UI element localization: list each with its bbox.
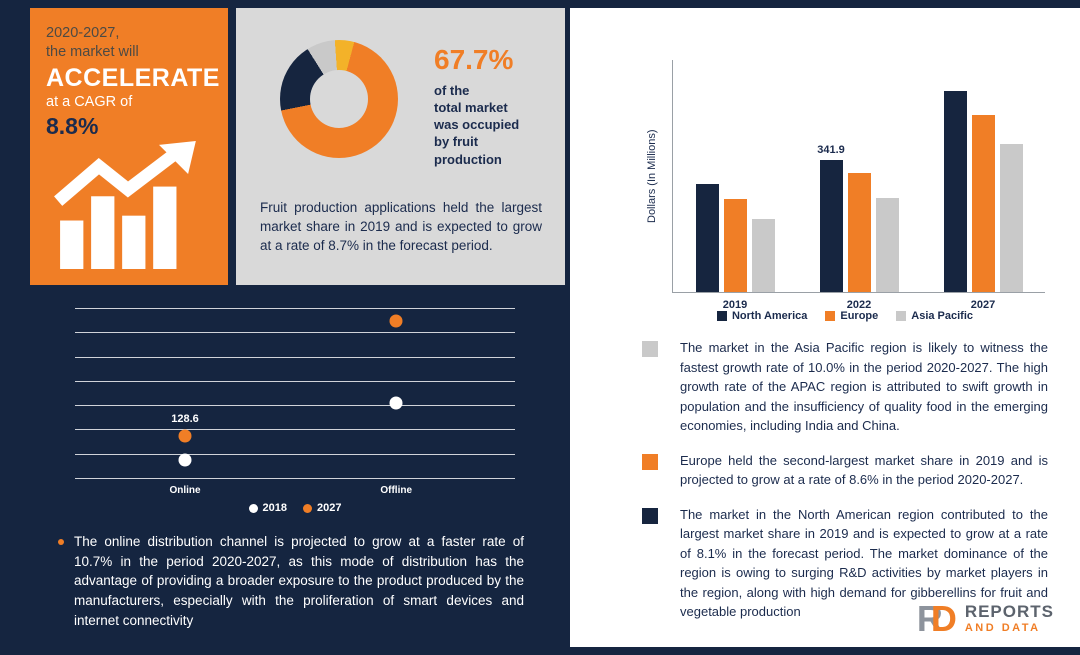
bar-group-2019: 2019 (695, 60, 775, 311)
dot-plot-gridline (75, 478, 515, 479)
bullet-marker-north-america (642, 507, 658, 524)
bar-europe-2022 (847, 173, 871, 292)
dot-plot-gridline (75, 332, 515, 334)
reports-and-data-logo: R D REPORTS AND DATA (917, 601, 1054, 637)
online-channel-text: The online distribution channel is proje… (74, 534, 524, 628)
legend-dot-2027 (303, 503, 312, 513)
bar-category-2019: 2019 (722, 299, 748, 311)
dot-plot-gridline (75, 405, 515, 407)
legend-swatch-north-america (716, 311, 727, 321)
fruit-share-caption: of the total market was occupied by frui… (434, 83, 520, 167)
legend-swatch-europe (825, 311, 836, 321)
donut-hole (310, 70, 368, 128)
dot-value-label: 128.6 (171, 412, 199, 425)
legend-label-asia-pacific: Asia Pacific (911, 310, 974, 322)
dot-plot-gridline (75, 356, 515, 358)
bar-europe-2019 (723, 199, 747, 292)
cagr-value: 8.8% (46, 112, 99, 139)
bullet-marker-asia-pacific (642, 341, 658, 357)
accelerate-headline: ACCELERATE (46, 63, 220, 92)
dot-plot-gridline (75, 308, 515, 309)
rd-monogram-icon: R D (917, 601, 957, 637)
online-channel-note: The online distribution channel is proje… (58, 532, 524, 631)
bar-north-america-2027 (943, 90, 967, 292)
fruit-share-paragraph: Fruit production applications held the l… (260, 200, 542, 254)
bullet-dot-icon (58, 539, 64, 545)
logo-line-reports: REPORTS (964, 602, 1054, 622)
bar-chart-y-axis-label: Dollars (In Millions) (646, 129, 658, 223)
bar-asia-pacific-2019 (751, 218, 775, 292)
cagr-intro-text: the market will (46, 43, 139, 60)
logo-text: REPORTS AND DATA (964, 602, 1054, 635)
monogram-d: D (930, 598, 957, 639)
dot-plot-gridline (75, 429, 515, 431)
cagr-label: at a CAGR of (46, 93, 133, 110)
bar-plot-area: 2019 341.9 2022 2027 (672, 60, 1045, 311)
bar-asia-pacific-2022 (875, 198, 899, 292)
legend-item-2027: 2027 (303, 502, 341, 514)
data-dot-2027-offline (389, 314, 403, 328)
bar-north-america-2019 (695, 183, 719, 292)
legend-swatch-asia-pacific (896, 311, 907, 321)
data-dot-2027-online (178, 429, 192, 443)
legend-label-2018: 2018 (262, 502, 287, 514)
legend-label-2027: 2027 (317, 502, 342, 514)
cagr-period-text: 2020-2027, (46, 25, 120, 41)
bullet-marker-europe (642, 453, 658, 470)
bar-asia-pacific-2027 (999, 144, 1023, 292)
dot-plot-category-online: Online (169, 485, 201, 496)
dot-plot-gridline (75, 380, 515, 382)
bar-europe-2027 (971, 115, 995, 292)
growth-arrow-icon (54, 141, 196, 269)
bar-value-label: 341.9 (817, 143, 845, 156)
bar-group-2027: 2027 (943, 60, 1023, 311)
bar-category-2027: 2027 (970, 299, 996, 311)
bullet-text-asia-pacific: The market in the Asia Pacific region is… (680, 340, 1048, 433)
bullet-asia-pacific: The market in the Asia Pacific region is… (642, 338, 1048, 436)
dot-plot-gridline (75, 453, 515, 455)
bullet-text-europe: Europe held the second-largest market sh… (680, 452, 1048, 488)
regional-bullets: The market in the Asia Pacific region is… (642, 338, 1048, 622)
cagr-highlight-block: 2020-2027, the market will ACCELERATE at… (30, 8, 228, 285)
bar-chart-legend: North America Europe Asia Pacific (630, 310, 1060, 322)
monogram-r: R (916, 598, 943, 639)
dot-plot-category-offline: Offline (380, 485, 413, 496)
legend-item-north-america: North America (716, 310, 808, 322)
bullet-north-america: The market in the North American region … (642, 505, 1048, 622)
legend-item-asia-pacific: Asia Pacific (896, 310, 973, 322)
bar-group-2022: 341.9 2022 (817, 60, 899, 311)
regional-analysis-panel: Dollars (In Millions) 2019 341.9 2022 2027 … (570, 8, 1080, 647)
legend-label-north-america: North America (731, 310, 808, 322)
fruit-production-block: 67.7% of the total market was occupied b… (236, 8, 565, 285)
dot-plot-legend: 2018 2027 (75, 502, 515, 514)
bullet-text-north-america: The market in the North American region … (680, 506, 1048, 620)
data-dot-2018-offline (389, 396, 403, 410)
logo-line-and-data: AND DATA (964, 621, 1041, 634)
legend-dot-2018 (248, 503, 258, 513)
legend-label-europe: Europe (840, 310, 879, 322)
bullet-europe: Europe held the second-largest market sh… (642, 451, 1048, 490)
bar-north-america-2022: 341.9 (817, 144, 845, 292)
bar-category-2022: 2022 (846, 299, 872, 311)
application-share-donut-chart (280, 40, 398, 158)
data-dot-2018-online (178, 453, 192, 467)
legend-item-2018: 2018 (248, 502, 287, 514)
legend-item-europe: Europe (825, 310, 878, 322)
distribution-channel-dot-plot: 128.6 Online Offline 2018 2027 (75, 308, 515, 514)
dot-plot-area: 128.6 Online Offline (75, 308, 515, 496)
fruit-share-stat: 67.7% (434, 44, 514, 75)
